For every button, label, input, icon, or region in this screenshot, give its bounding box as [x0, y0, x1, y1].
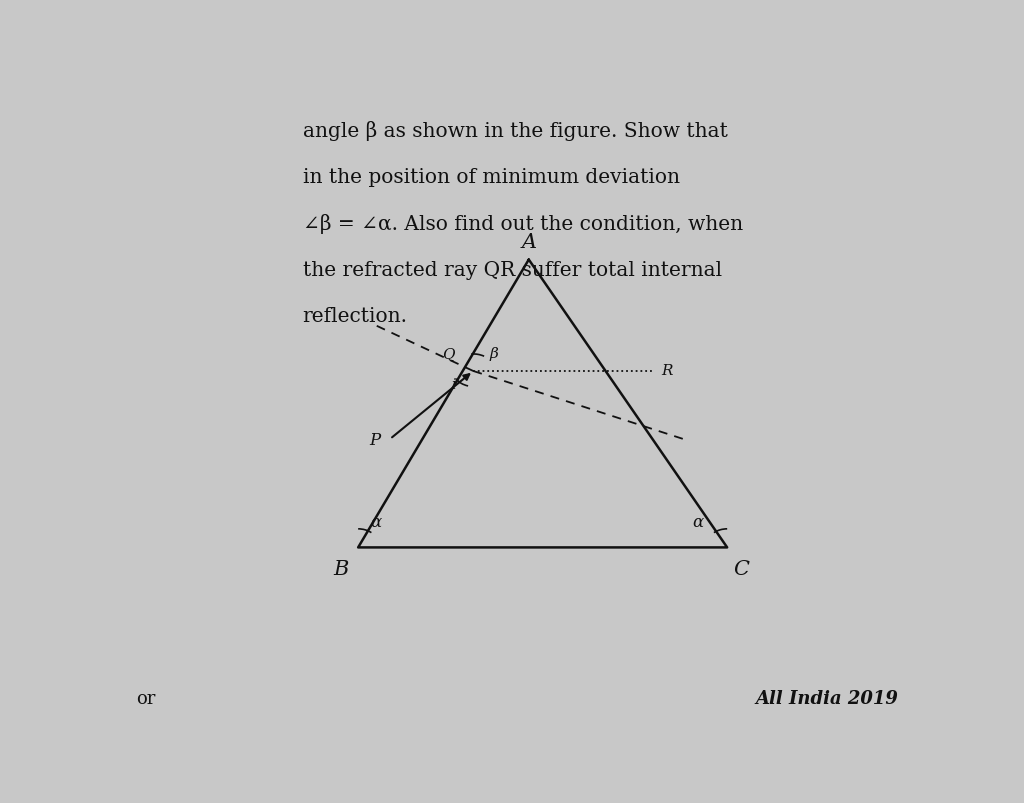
Text: i: i	[452, 377, 456, 391]
Text: α: α	[370, 513, 381, 531]
Text: C: C	[733, 559, 749, 578]
Text: Q: Q	[442, 347, 455, 361]
Text: ∠β = ∠α. Also find out the condition, when: ∠β = ∠α. Also find out the condition, wh…	[303, 214, 742, 234]
Text: P: P	[370, 431, 380, 448]
Text: B: B	[333, 559, 348, 578]
Text: reflection.: reflection.	[303, 307, 408, 325]
Text: A: A	[521, 233, 537, 252]
Text: angle β as shown in the figure. Show that: angle β as shown in the figure. Show tha…	[303, 121, 727, 141]
Text: α: α	[692, 513, 703, 531]
Text: in the position of minimum deviation: in the position of minimum deviation	[303, 168, 680, 186]
Text: the refracted ray QR suffer total internal: the refracted ray QR suffer total intern…	[303, 260, 722, 279]
Text: R: R	[662, 364, 673, 378]
Text: All India 2019: All India 2019	[755, 689, 898, 707]
Text: or: or	[136, 689, 156, 707]
Text: β: β	[489, 347, 498, 361]
